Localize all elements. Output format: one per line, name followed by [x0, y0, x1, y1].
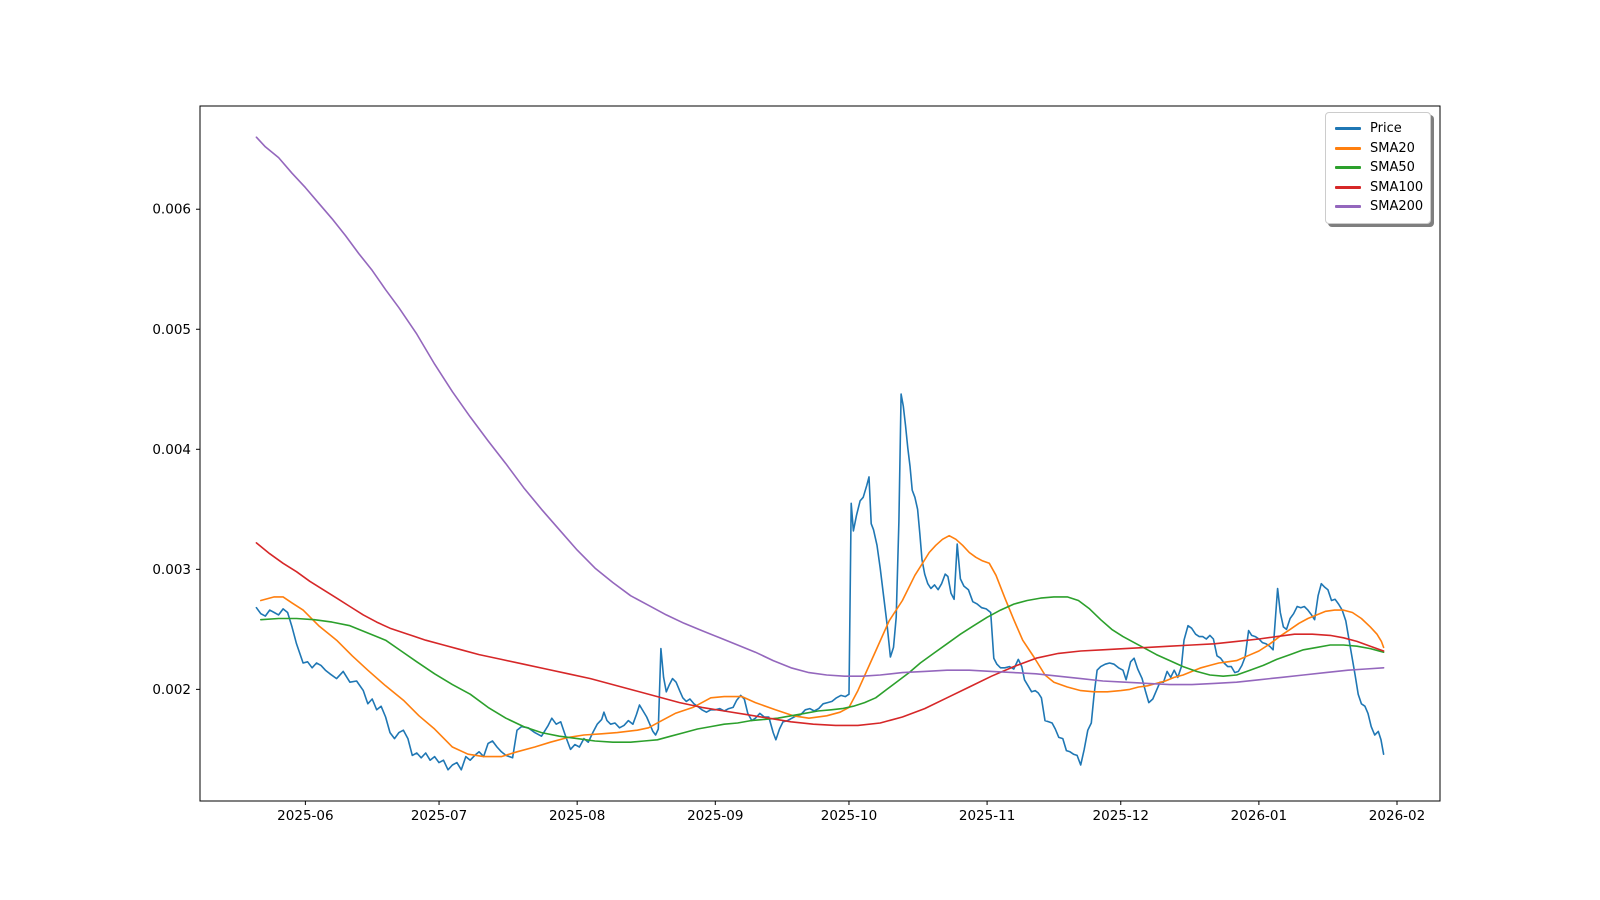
- legend-label-price: Price: [1370, 121, 1402, 137]
- legend-label-sma100: SMA100: [1370, 179, 1424, 195]
- legend-item-sma50: SMA50: [1335, 158, 1422, 178]
- legend-label-sma50: SMA50: [1370, 160, 1415, 176]
- sma20-line: [259, 534, 1385, 758]
- sma200-line: [255, 136, 1385, 686]
- legend-item-sma20: SMA20: [1335, 139, 1422, 159]
- sma100-line: [255, 542, 1385, 727]
- sma20-line-swatch: [1335, 146, 1361, 150]
- x-tick-label: 2026-01: [1231, 808, 1287, 824]
- x-tick-label: 2025-08: [549, 808, 605, 824]
- price-line-swatch: [1335, 127, 1361, 131]
- x-tick-label: 2025-12: [1093, 808, 1149, 824]
- sma50-line-swatch: [1335, 166, 1361, 170]
- legend-item-sma200: SMA200: [1335, 197, 1424, 217]
- y-tick-label: 0.005: [152, 322, 191, 338]
- x-tick-label: 2025-09: [687, 808, 743, 824]
- legend-item-sma100: SMA100: [1335, 178, 1424, 198]
- x-tick-label: 2025-06: [277, 808, 333, 824]
- legend-label-sma20: SMA20: [1370, 140, 1415, 156]
- sma200-line-swatch: [1335, 205, 1361, 209]
- sma50-line: [259, 596, 1385, 744]
- y-tick-label: 0.004: [152, 442, 191, 458]
- y-tick-label: 0.006: [152, 202, 191, 218]
- x-tick-label: 2025-11: [959, 808, 1015, 824]
- x-tick-label: 2025-07: [411, 808, 467, 824]
- x-tick-label: 2025-10: [821, 808, 877, 824]
- y-tick-label: 0.003: [152, 562, 191, 578]
- legend-item-price: Price: [1335, 119, 1422, 139]
- legend-label-sma200: SMA200: [1370, 199, 1424, 215]
- y-tick-label: 0.002: [152, 682, 191, 698]
- sma100-line-swatch: [1335, 185, 1361, 189]
- x-tick-label: 2026-02: [1369, 808, 1425, 824]
- plot-border: [199, 105, 1441, 802]
- price-line: [255, 393, 1385, 771]
- legend: Price SMA20 SMA50 SMA100 SMA200: [1325, 112, 1431, 224]
